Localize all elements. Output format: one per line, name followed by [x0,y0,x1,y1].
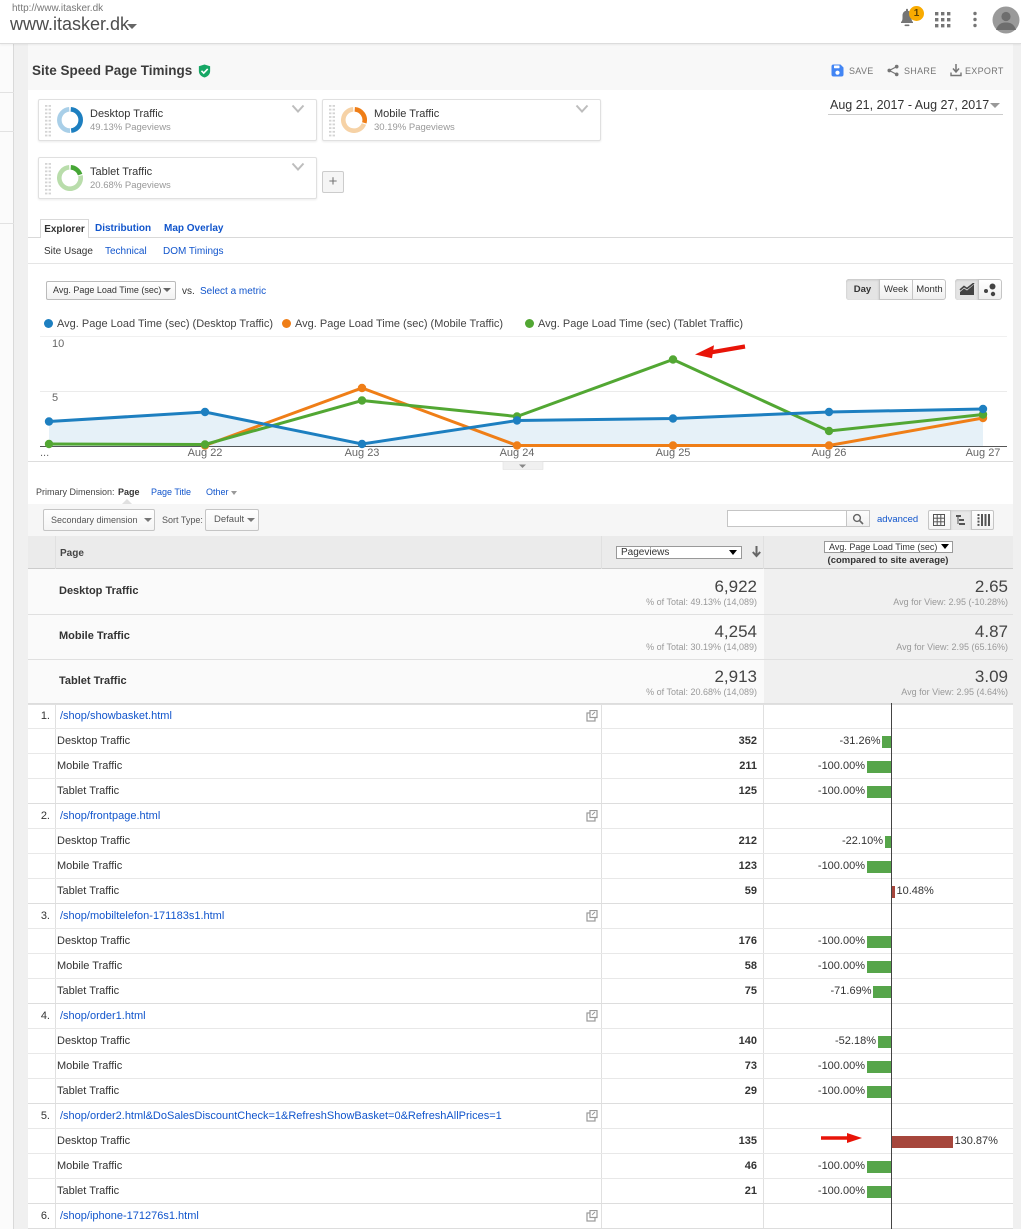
svg-text:5: 5 [52,392,58,404]
svg-text:Aug 27: Aug 27 [966,447,1001,459]
svg-text:Aug 26: Aug 26 [812,447,847,459]
svg-text:10: 10 [52,338,64,350]
svg-text:Aug 25: Aug 25 [656,447,691,459]
svg-text:Aug 22: Aug 22 [188,447,223,459]
svg-text:Aug 24: Aug 24 [500,447,535,459]
svg-text:Aug 23: Aug 23 [345,447,380,459]
svg-text:...: ... [40,447,49,459]
